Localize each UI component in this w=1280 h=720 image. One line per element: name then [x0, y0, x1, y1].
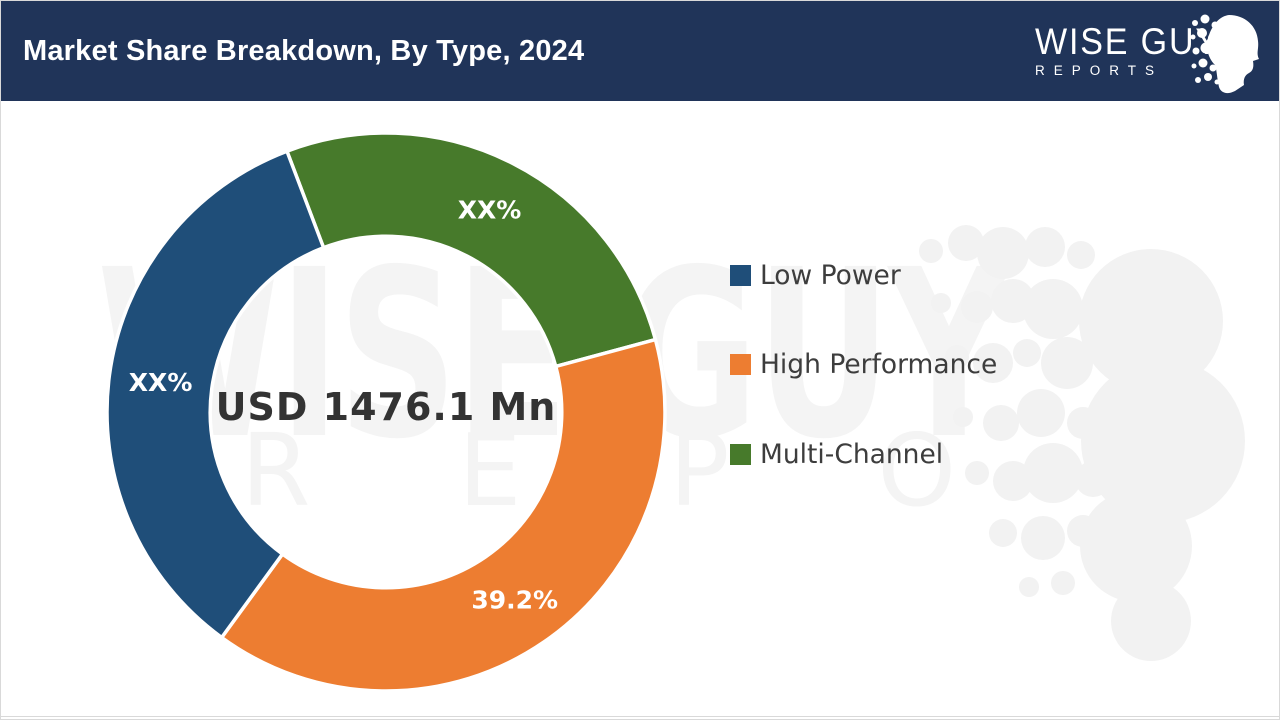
- segment-value-label: XX%: [129, 368, 193, 397]
- legend-swatch-multi-channel: [730, 443, 751, 465]
- page-title: Market Share Breakdown, By Type, 2024: [23, 34, 585, 67]
- wise-guy-reports-logo: WISE GUY REPORTS: [1015, 9, 1265, 95]
- logo-wise-guy-text: WISE GUY: [1035, 21, 1220, 62]
- donut-segment-high-performance[interactable]: [219, 337, 667, 693]
- segment-value-label: XX%: [458, 196, 522, 225]
- legend-swatch-high-performance: [730, 353, 751, 375]
- legend-label: High Performance: [760, 348, 998, 380]
- legend-item-low-power[interactable]: Low Power: [730, 258, 901, 292]
- legend-label: Low Power: [760, 259, 901, 291]
- segment-value-label: 39.2%: [471, 585, 558, 614]
- donut-center-value: USD 1476.1 Mn: [215, 385, 557, 429]
- header-bar: Market Share Breakdown, By Type, 2024 WI…: [1, 1, 1279, 101]
- logo-reports-text: REPORTS: [1035, 63, 1164, 78]
- logo-head-icon: [1190, 14, 1259, 94]
- logo-wordmark: WISE GUY REPORTS: [1035, 23, 1236, 78]
- donut-segment-multi-channel[interactable]: [285, 131, 658, 369]
- donut-segment-low-power[interactable]: [105, 149, 326, 640]
- legend-label: Multi-Channel: [760, 438, 944, 470]
- legend-swatch-low-power: [730, 264, 751, 286]
- legend-item-multi-channel[interactable]: Multi-Channel: [730, 437, 943, 471]
- card-bottom-border: [1, 716, 1279, 717]
- legend-item-high-performance[interactable]: High Performance: [730, 347, 997, 381]
